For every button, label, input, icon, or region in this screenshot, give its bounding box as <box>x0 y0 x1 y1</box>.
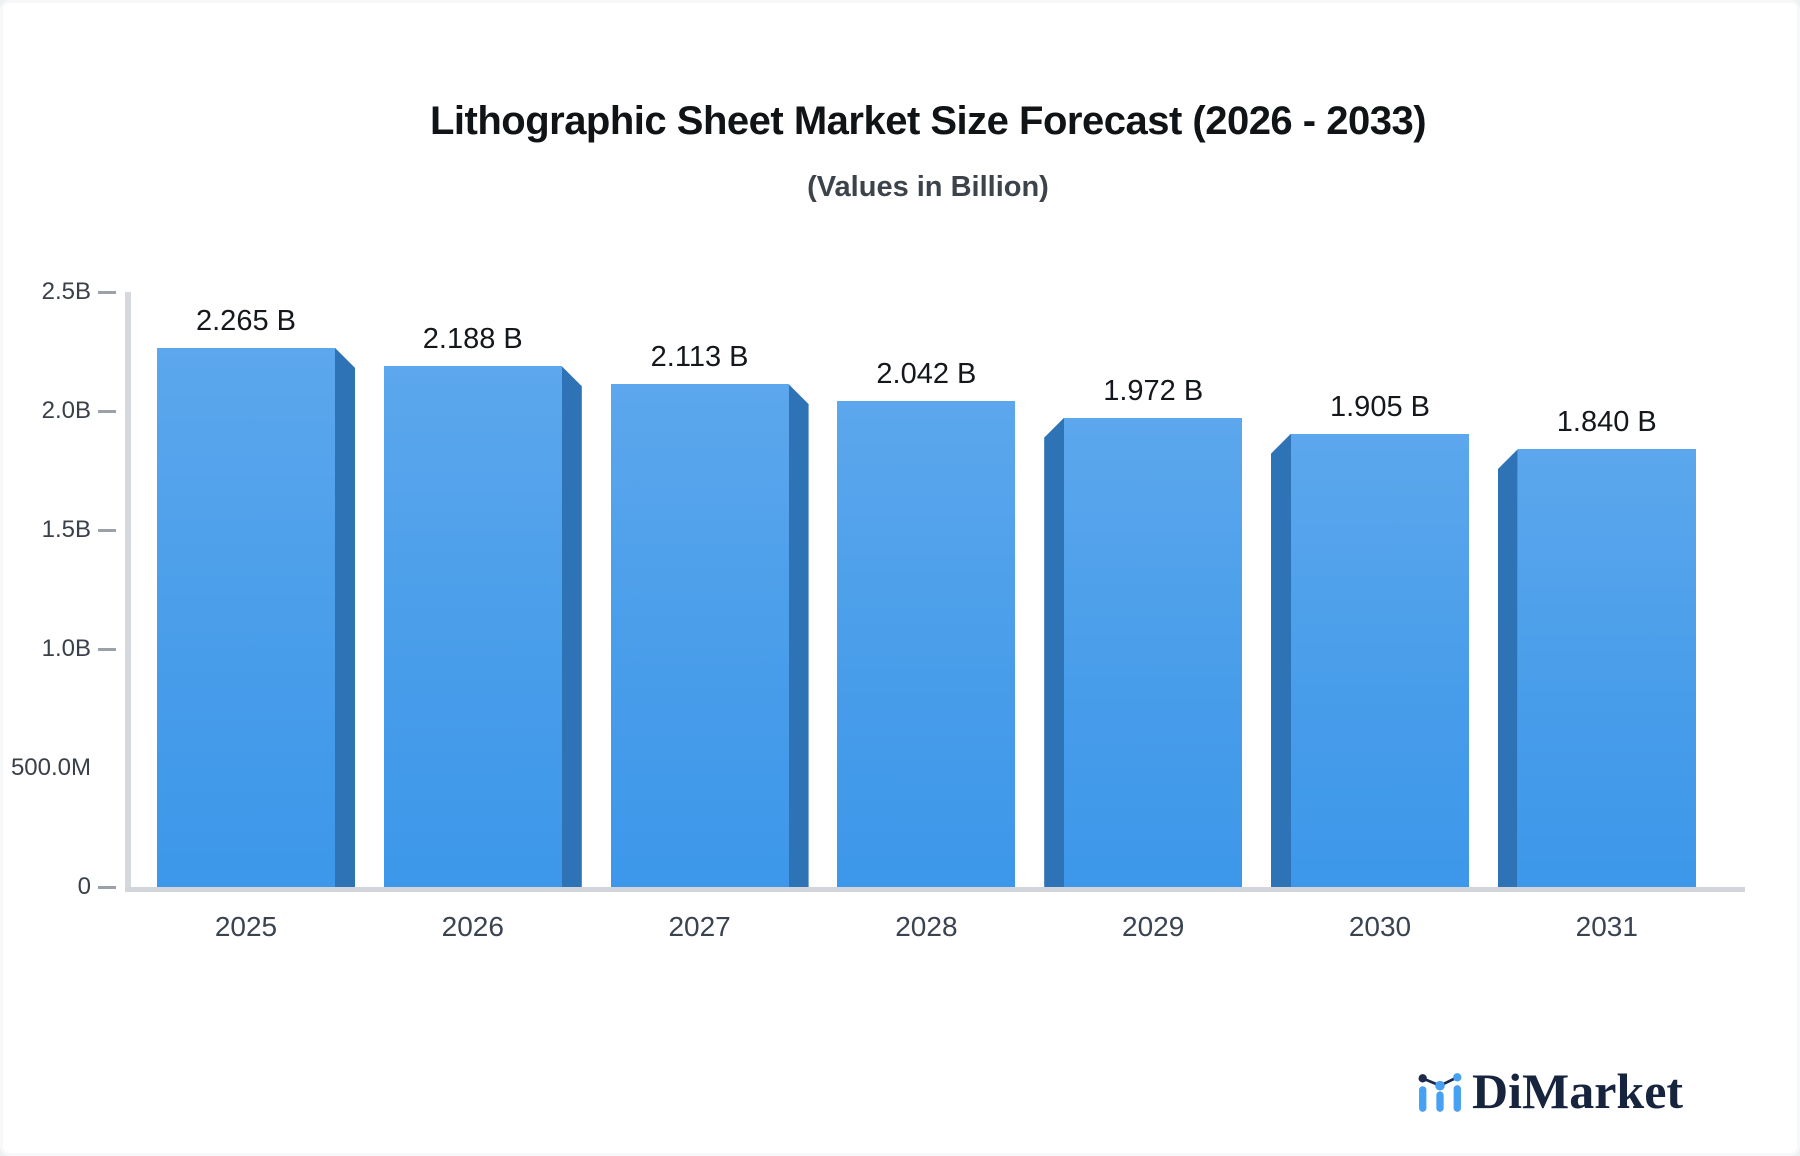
x-axis-label-2031: 2031 <box>1575 911 1638 942</box>
y-axis-tick-label: 500.0M <box>10 754 91 781</box>
bar-2028[interactable] <box>837 401 1016 887</box>
bar-2031[interactable] <box>1517 449 1696 887</box>
bar-side-face <box>788 384 809 887</box>
bar-value-label: 2.188 B <box>422 323 523 356</box>
y-axis-tick-mark <box>98 409 116 413</box>
x-axis-line <box>125 887 1745 892</box>
chart-subtitle: (Values in Billion) <box>807 171 1049 203</box>
dimarket-logo[interactable]: DiMarket <box>1418 1045 1708 1119</box>
bar-value-label: 2.113 B <box>650 341 749 374</box>
bar-value-label: 1.905 B <box>1330 390 1430 423</box>
bar-2029[interactable] <box>1064 417 1243 887</box>
y-axis-tick-mark <box>98 647 116 651</box>
x-axis-label-2025: 2025 <box>214 911 278 942</box>
bar-2025[interactable] <box>157 347 335 887</box>
x-axis-label-2030: 2030 <box>1348 911 1412 942</box>
bar-value-label: 2.042 B <box>876 358 977 390</box>
bar-side-face <box>561 366 582 887</box>
y-axis-tick-label: 2.0B <box>41 397 91 424</box>
bar-2026[interactable] <box>383 366 562 887</box>
bar-value-label: 1.840 B <box>1556 406 1657 439</box>
bar-value-label: 2.265 B <box>196 304 296 337</box>
bar-2030[interactable] <box>1291 433 1469 887</box>
y-axis-tick-mark <box>98 290 116 294</box>
x-axis-label-2028: 2028 <box>895 911 958 942</box>
y-axis-tick-label: 2.5B <box>41 278 91 305</box>
plot-area: 2.5B 2.0B 1.5B 1.0B 500.0M 0 2.265 B 2025 2.188 … <box>3 3 1797 1153</box>
bar-side-face <box>1044 417 1065 887</box>
y-axis-tick-mark <box>98 885 116 889</box>
y-axis-tick-label: 0 <box>77 873 91 900</box>
bar-value-label: 1.972 B <box>1103 374 1204 407</box>
x-axis-label-2029: 2029 <box>1122 911 1185 942</box>
x-axis-label-2026: 2026 <box>441 911 504 942</box>
y-axis-line <box>125 292 131 889</box>
bar-side-face <box>1497 449 1518 887</box>
y-axis-tick-label: 1.0B <box>41 635 91 662</box>
dimarket-logo-text: DiMarket <box>1472 1063 1684 1119</box>
bar-side-face <box>1271 433 1291 887</box>
x-axis-label-2027: 2027 <box>668 911 731 942</box>
dimarket-logo-icon <box>1418 1073 1462 1112</box>
bar-2027[interactable] <box>610 384 789 887</box>
bar-side-face <box>335 347 355 887</box>
y-axis-tick-mark <box>98 528 116 532</box>
chart-title: Lithographic Sheet Market Size Forecast … <box>429 99 1427 143</box>
y-axis-tick-label: 1.5B <box>41 516 91 543</box>
